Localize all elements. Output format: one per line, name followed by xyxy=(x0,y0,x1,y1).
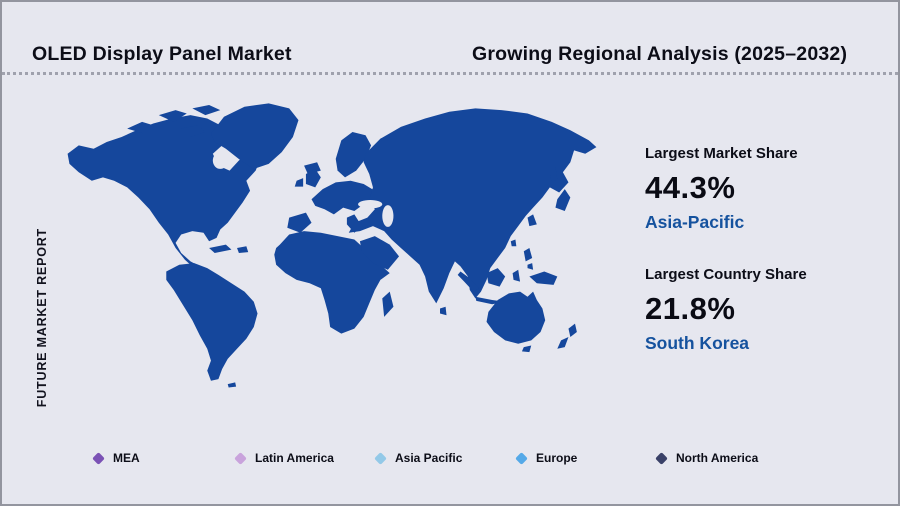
page-subtitle: Growing Regional Analysis (2025–2032) xyxy=(472,43,848,65)
brand-watermark-text: FUTURE MARKET REPORT xyxy=(35,228,49,408)
legend-item-north-america: North America xyxy=(655,449,759,467)
legend-item-europe: Europe xyxy=(515,449,578,467)
inland-seas xyxy=(212,152,394,227)
legend-label: North America xyxy=(676,451,759,465)
diamond-marker-icon xyxy=(92,451,105,465)
diamond-marker-icon xyxy=(515,451,528,465)
page-title: OLED Display Panel Market xyxy=(32,43,292,65)
legend-label: MEA xyxy=(113,451,140,465)
diamond-marker-icon xyxy=(374,451,387,465)
dotted-divider xyxy=(2,72,898,75)
legend-label: Europe xyxy=(536,451,578,465)
legend-label: Latin America xyxy=(255,451,334,465)
diamond-marker-icon xyxy=(234,451,247,465)
stat-market-share: Largest Market Share 44.3% Asia-Pacific xyxy=(645,145,895,233)
legend-item-asia-pacific: Asia Pacific xyxy=(374,449,463,467)
stat-country-share: Largest Country Share 21.8% South Korea xyxy=(645,266,895,354)
stat-value: 21.8% xyxy=(645,291,736,326)
stat-value: 44.3% xyxy=(645,170,736,205)
legend-item-latin-america: Latin America xyxy=(234,449,334,467)
stat-label: Largest Market Share xyxy=(645,145,798,162)
brand-watermark: FUTURE MARKET REPORT xyxy=(33,228,51,408)
world-map xyxy=(62,100,602,390)
stat-region: Asia-Pacific xyxy=(645,212,745,232)
legend-item-mea: MEA xyxy=(92,449,140,467)
stat-label: Largest Country Share xyxy=(645,266,807,283)
legend-label: Asia Pacific xyxy=(395,451,463,465)
stat-country: South Korea xyxy=(645,333,750,353)
world-map-svg xyxy=(67,103,597,388)
diamond-marker-icon xyxy=(655,451,668,465)
